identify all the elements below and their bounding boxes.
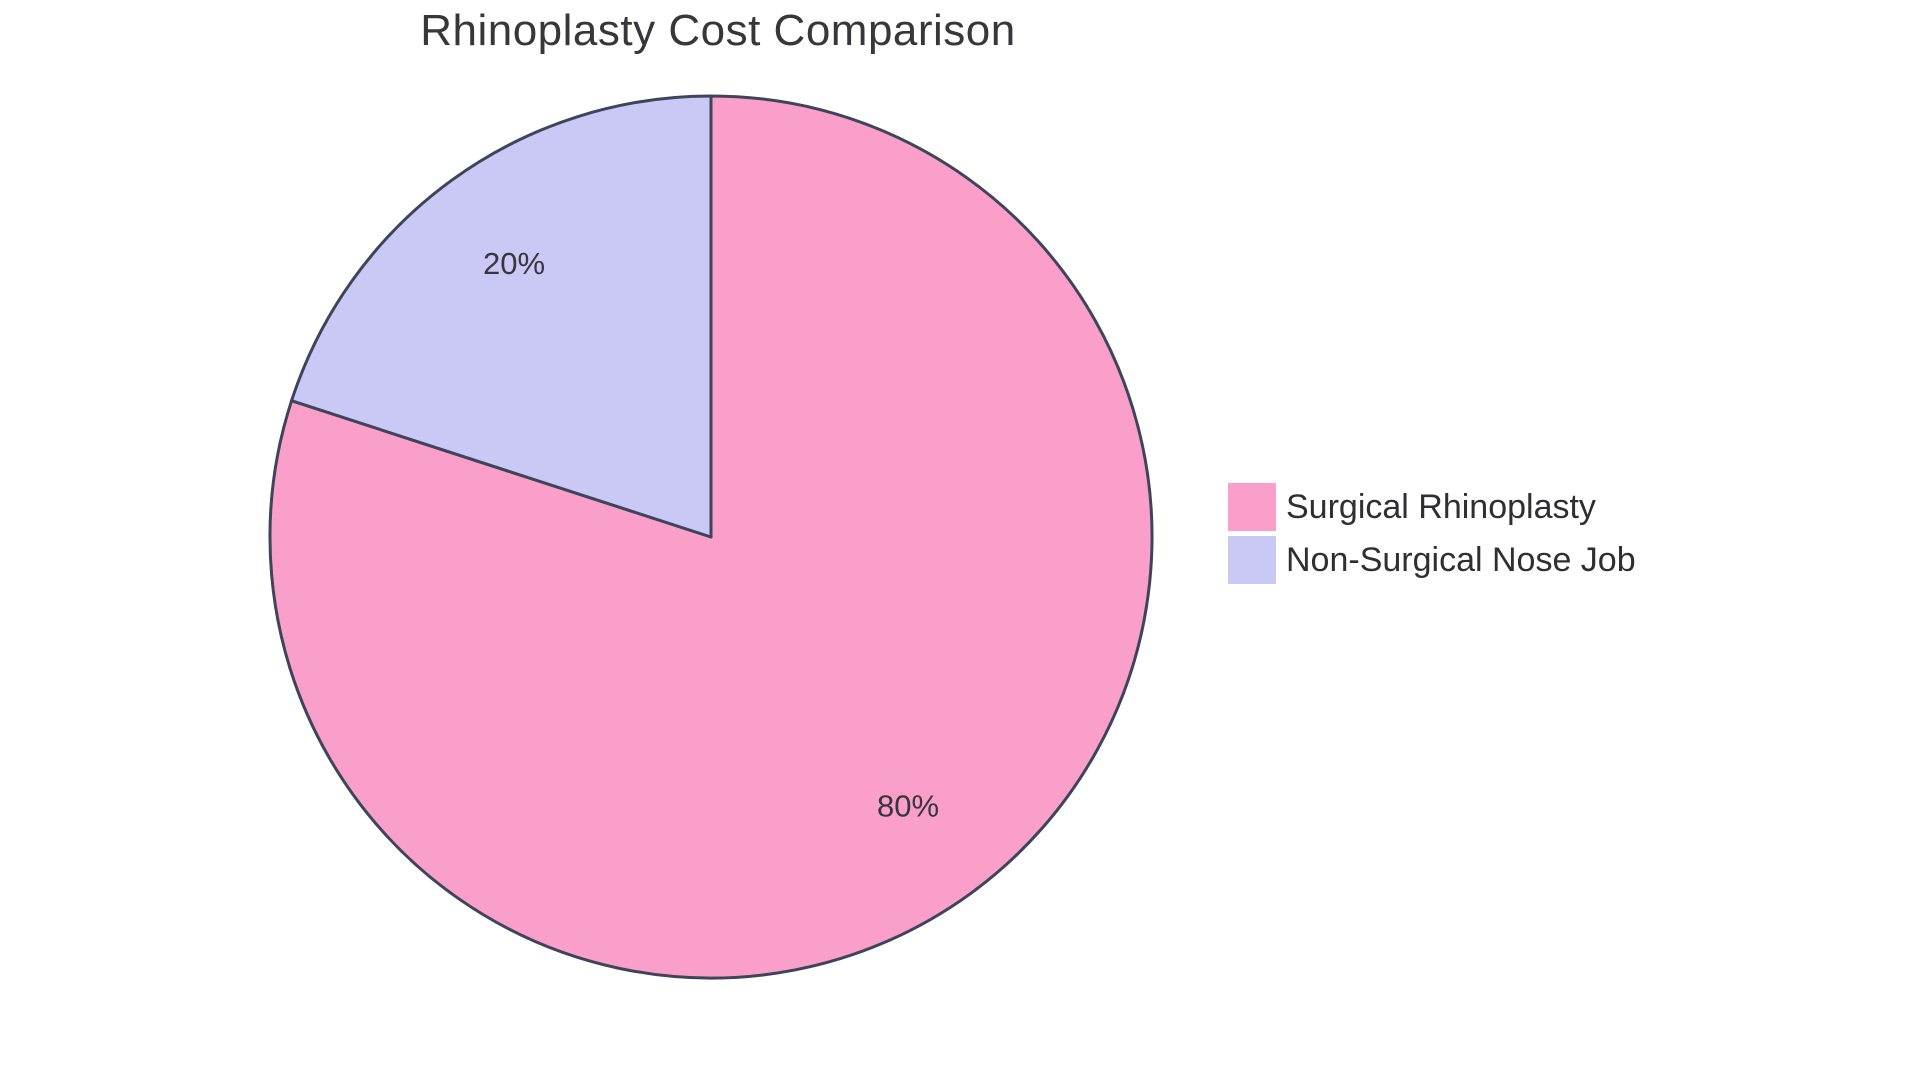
pie-slice-surgical-rhinoplasty[interactable] bbox=[268, 94, 1154, 980]
legend: Surgical Rhinoplasty Non-Surgical Nose J… bbox=[1228, 483, 1636, 589]
slice-percent-label: 80% bbox=[877, 788, 939, 823]
slice-percent-label: 20% bbox=[483, 246, 545, 281]
chart-title: Rhinoplasty Cost Comparison bbox=[420, 6, 1016, 55]
pie-slice-non-surgical-nose-job[interactable] bbox=[290, 94, 713, 539]
legend-label-surgical-rhinoplasty: Surgical Rhinoplasty bbox=[1286, 488, 1596, 526]
legend-item-non-surgical-nose-job[interactable]: Non-Surgical Nose Job bbox=[1228, 536, 1636, 584]
legend-swatch-non-surgical-nose-job bbox=[1228, 536, 1276, 584]
legend-label-non-surgical-nose-job: Non-Surgical Nose Job bbox=[1286, 541, 1636, 579]
legend-swatch-surgical-rhinoplasty bbox=[1228, 483, 1276, 531]
legend-item-surgical-rhinoplasty[interactable]: Surgical Rhinoplasty bbox=[1228, 483, 1636, 531]
